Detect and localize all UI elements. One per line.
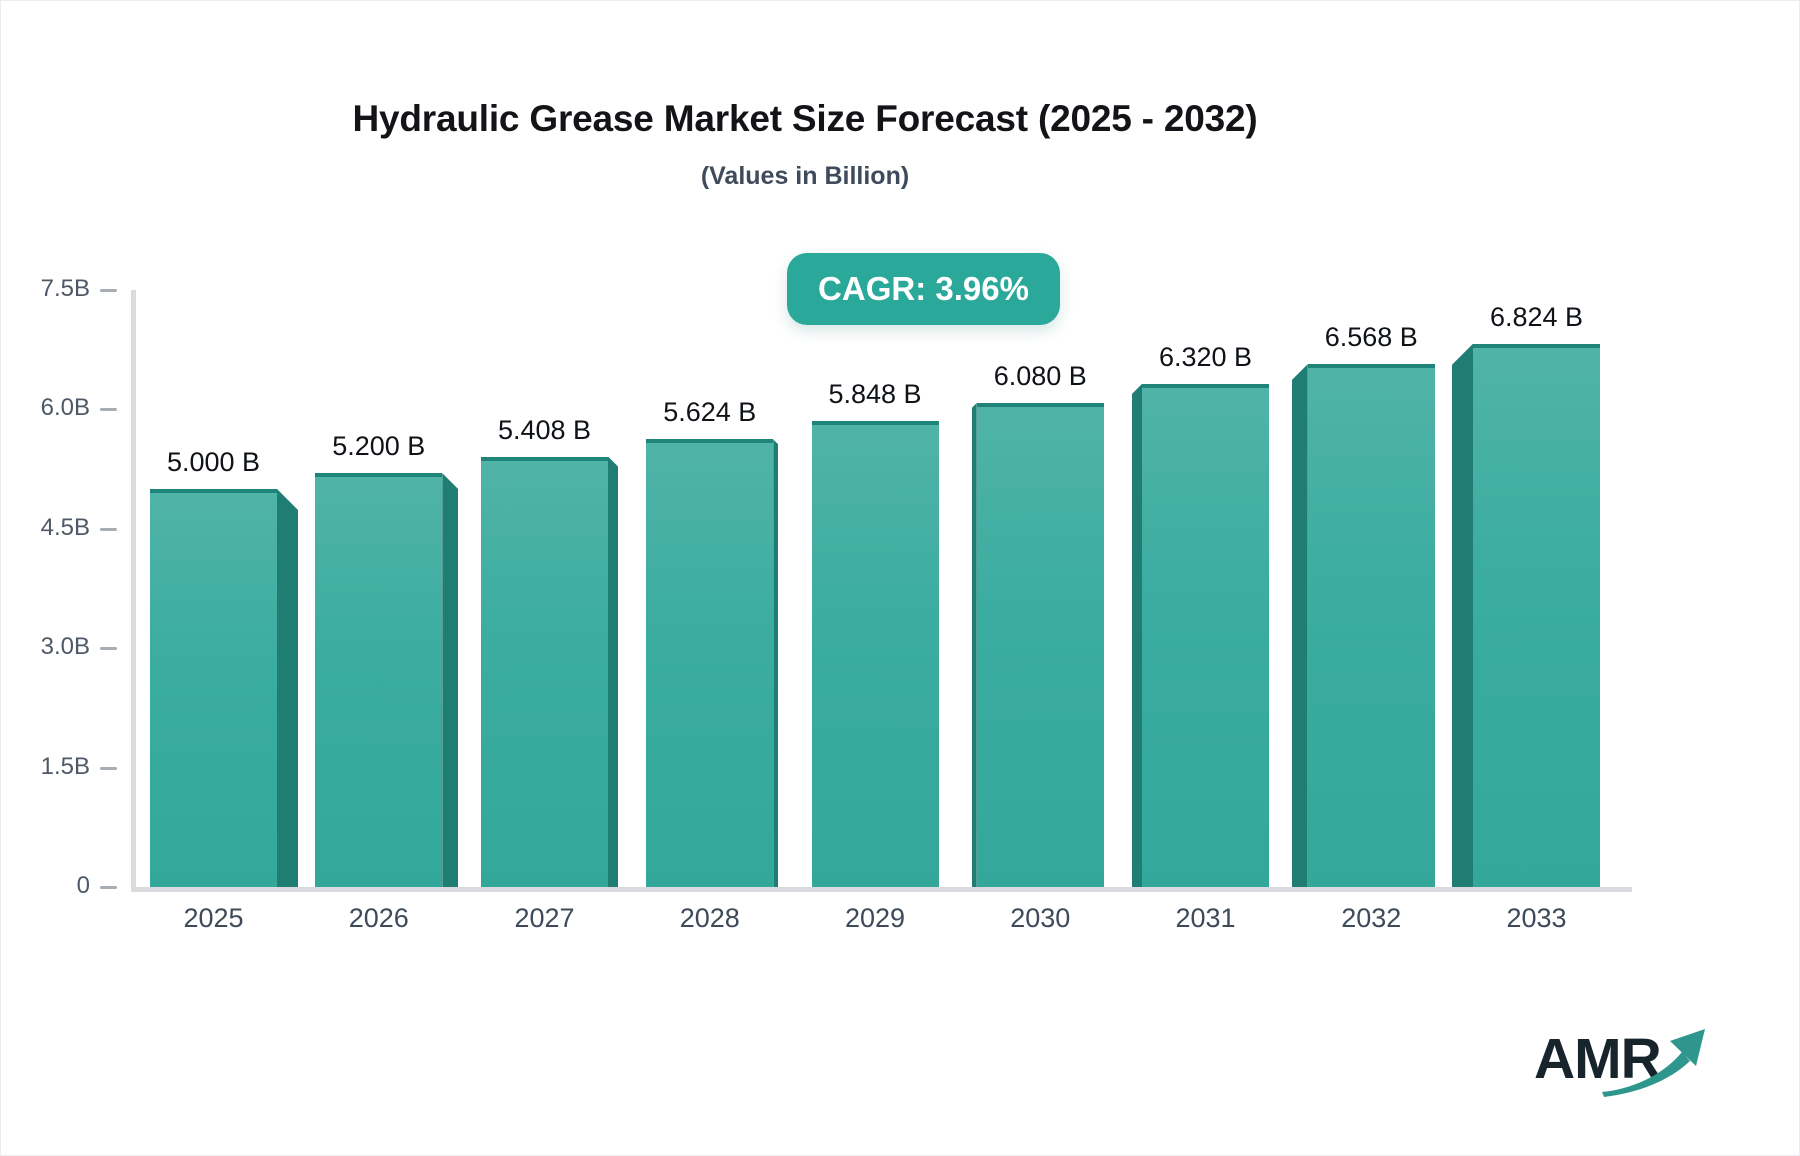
y-tick-label: 1.5B	[40, 752, 90, 780]
x-axis-label-2026: 2026	[348, 903, 409, 933]
cagr-badge-label: CAGR: 3.96%	[818, 270, 1029, 307]
y-tick-mark	[100, 408, 117, 412]
amr-logo: AMR	[1534, 1026, 1744, 1116]
x-axis-label-2030: 2030	[1010, 903, 1071, 933]
bar-3d-side	[1452, 343, 1473, 887]
y-tick-label: 7.5B	[40, 275, 90, 302]
y-tick-mark	[100, 647, 117, 651]
bar-2028	[646, 439, 774, 887]
bar-value-label: 6.080 B	[993, 361, 1087, 392]
x-axis-label-2025: 2025	[183, 903, 244, 933]
y-tick-label: 3.0B	[40, 633, 90, 661]
bar-value-label: 5.000 B	[166, 447, 261, 477]
x-axis-label-2032: 2032	[1341, 903, 1402, 933]
bar-2030	[976, 403, 1104, 887]
bar-value-label: 5.624 B	[663, 397, 757, 428]
bar-2032	[1307, 364, 1435, 887]
cagr-badge: CAGR: 3.96%	[787, 253, 1060, 325]
x-axis-label-2029: 2029	[844, 903, 906, 933]
bar-3d-side	[773, 439, 779, 887]
y-tick-mark	[100, 527, 117, 531]
bar-value-label: 6.320 B	[1158, 341, 1253, 372]
y-tick-label: 6.0B	[40, 394, 90, 422]
y-tick-label: 0	[76, 872, 90, 899]
bar-value-label: 5.848 B	[828, 379, 922, 410]
bar-3d-side	[971, 403, 977, 887]
bar-3d-side	[1291, 364, 1308, 887]
y-tick-mark	[100, 886, 117, 889]
bar-2033	[1473, 343, 1600, 887]
y-tick-mark	[100, 289, 117, 292]
bar-3d-side	[1132, 383, 1142, 887]
bar-2026	[315, 473, 443, 887]
chart-subtitle: (Values in Billion)	[700, 162, 910, 190]
y-axis-line	[131, 290, 136, 892]
bar-value-label: 6.824 B	[1489, 301, 1584, 332]
y-tick-mark	[100, 766, 117, 770]
amr-logo-text: AMR	[1534, 1027, 1662, 1091]
bar-value-label: 6.568 B	[1324, 322, 1418, 353]
bar-3d-side	[277, 489, 298, 887]
x-axis-label-2028: 2028	[679, 903, 740, 933]
bar-2025	[150, 489, 277, 887]
growth-arrow-icon	[1602, 1029, 1705, 1097]
bar-3d-side	[442, 473, 459, 887]
bar-value-label: 5.200 B	[332, 431, 426, 462]
bar-2031	[1142, 383, 1269, 887]
y-tick-label: 4.5B	[40, 513, 90, 541]
bar-2027	[481, 456, 608, 887]
x-axis-label-2033: 2033	[1506, 903, 1567, 933]
bar-value-label: 5.408 B	[497, 414, 592, 445]
page-title: Hydraulic Grease Market Size Forecast (2…	[352, 98, 1258, 139]
x-axis-line	[131, 887, 1632, 892]
x-axis-label-2031: 2031	[1175, 903, 1236, 933]
bar-2029	[811, 421, 939, 887]
bar-3d-side	[608, 456, 618, 887]
x-axis-label-2027: 2027	[514, 903, 575, 933]
